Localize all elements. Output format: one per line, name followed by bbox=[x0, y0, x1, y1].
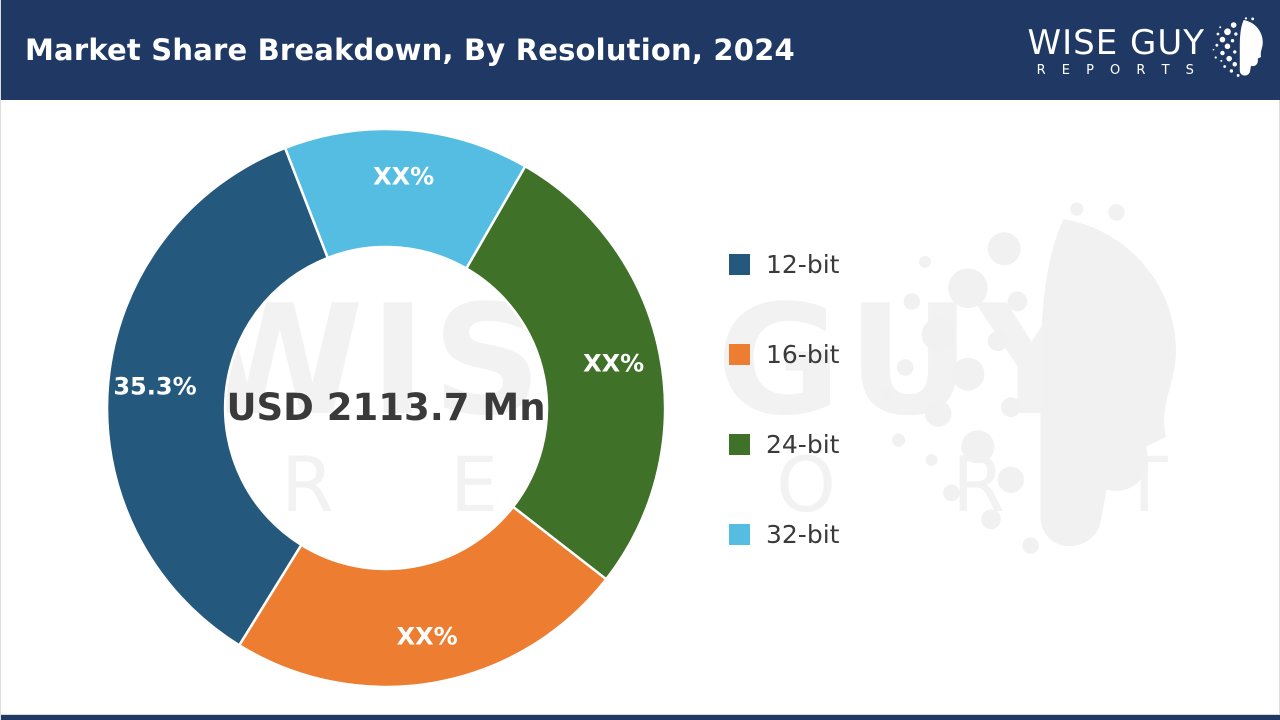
content-bottom-border bbox=[1, 714, 1280, 715]
header: Market Share Breakdown, By Resolution, 2… bbox=[1, 0, 1280, 100]
donut-svg: 35.3% XX% XX% XX% bbox=[105, 127, 667, 689]
logo-face-icon bbox=[1212, 17, 1263, 77]
legend-item-24-bit: 24-bit bbox=[729, 429, 840, 459]
legend-swatch-16-bit bbox=[729, 343, 750, 365]
donut-slice-32-bit bbox=[283, 127, 527, 270]
donut-slice-12-bit bbox=[105, 146, 330, 647]
legend-item-32-bit: 32-bit bbox=[729, 519, 840, 549]
legend-label: 12-bit bbox=[766, 249, 840, 279]
legend-label: 24-bit bbox=[766, 429, 840, 459]
legend-item-16-bit: 16-bit bbox=[729, 339, 840, 369]
slice-label-12-bit: 35.3% bbox=[113, 373, 196, 401]
logo-text: WISE GUY R E P O R T S bbox=[1027, 22, 1205, 79]
legend-item-12-bit: 12-bit bbox=[729, 249, 840, 279]
legend: 12-bit 16-bit 24-bit 32-bit bbox=[729, 249, 840, 611]
donut-slice-16-bit bbox=[238, 505, 608, 689]
legend-swatch-24-bit bbox=[729, 433, 750, 455]
footer-bar bbox=[1, 715, 1280, 720]
legend-label: 16-bit bbox=[766, 339, 840, 369]
logo-wordmark: WISE GUY bbox=[1027, 22, 1205, 63]
wise-guy-logo: WISE GUY R E P O R T S bbox=[1027, 6, 1265, 90]
slice-label-32-bit: XX% bbox=[373, 163, 434, 191]
slice-label-16-bit: XX% bbox=[397, 622, 458, 650]
chart-center-value: USD 2113.7 Mn bbox=[226, 386, 546, 429]
watermark-face-icon bbox=[880, 202, 1176, 554]
legend-label: 32-bit bbox=[766, 519, 840, 549]
logo-subtitle: R E P O R T S bbox=[1036, 63, 1200, 79]
donut-chart: 35.3% XX% XX% XX% bbox=[96, 118, 676, 698]
donut-slice-24-bit bbox=[465, 164, 667, 581]
slice-label-24-bit: XX% bbox=[583, 349, 644, 377]
page-title: Market Share Breakdown, By Resolution, 2… bbox=[25, 33, 795, 67]
legend-swatch-32-bit bbox=[729, 523, 750, 545]
legend-swatch-12-bit bbox=[729, 253, 750, 275]
